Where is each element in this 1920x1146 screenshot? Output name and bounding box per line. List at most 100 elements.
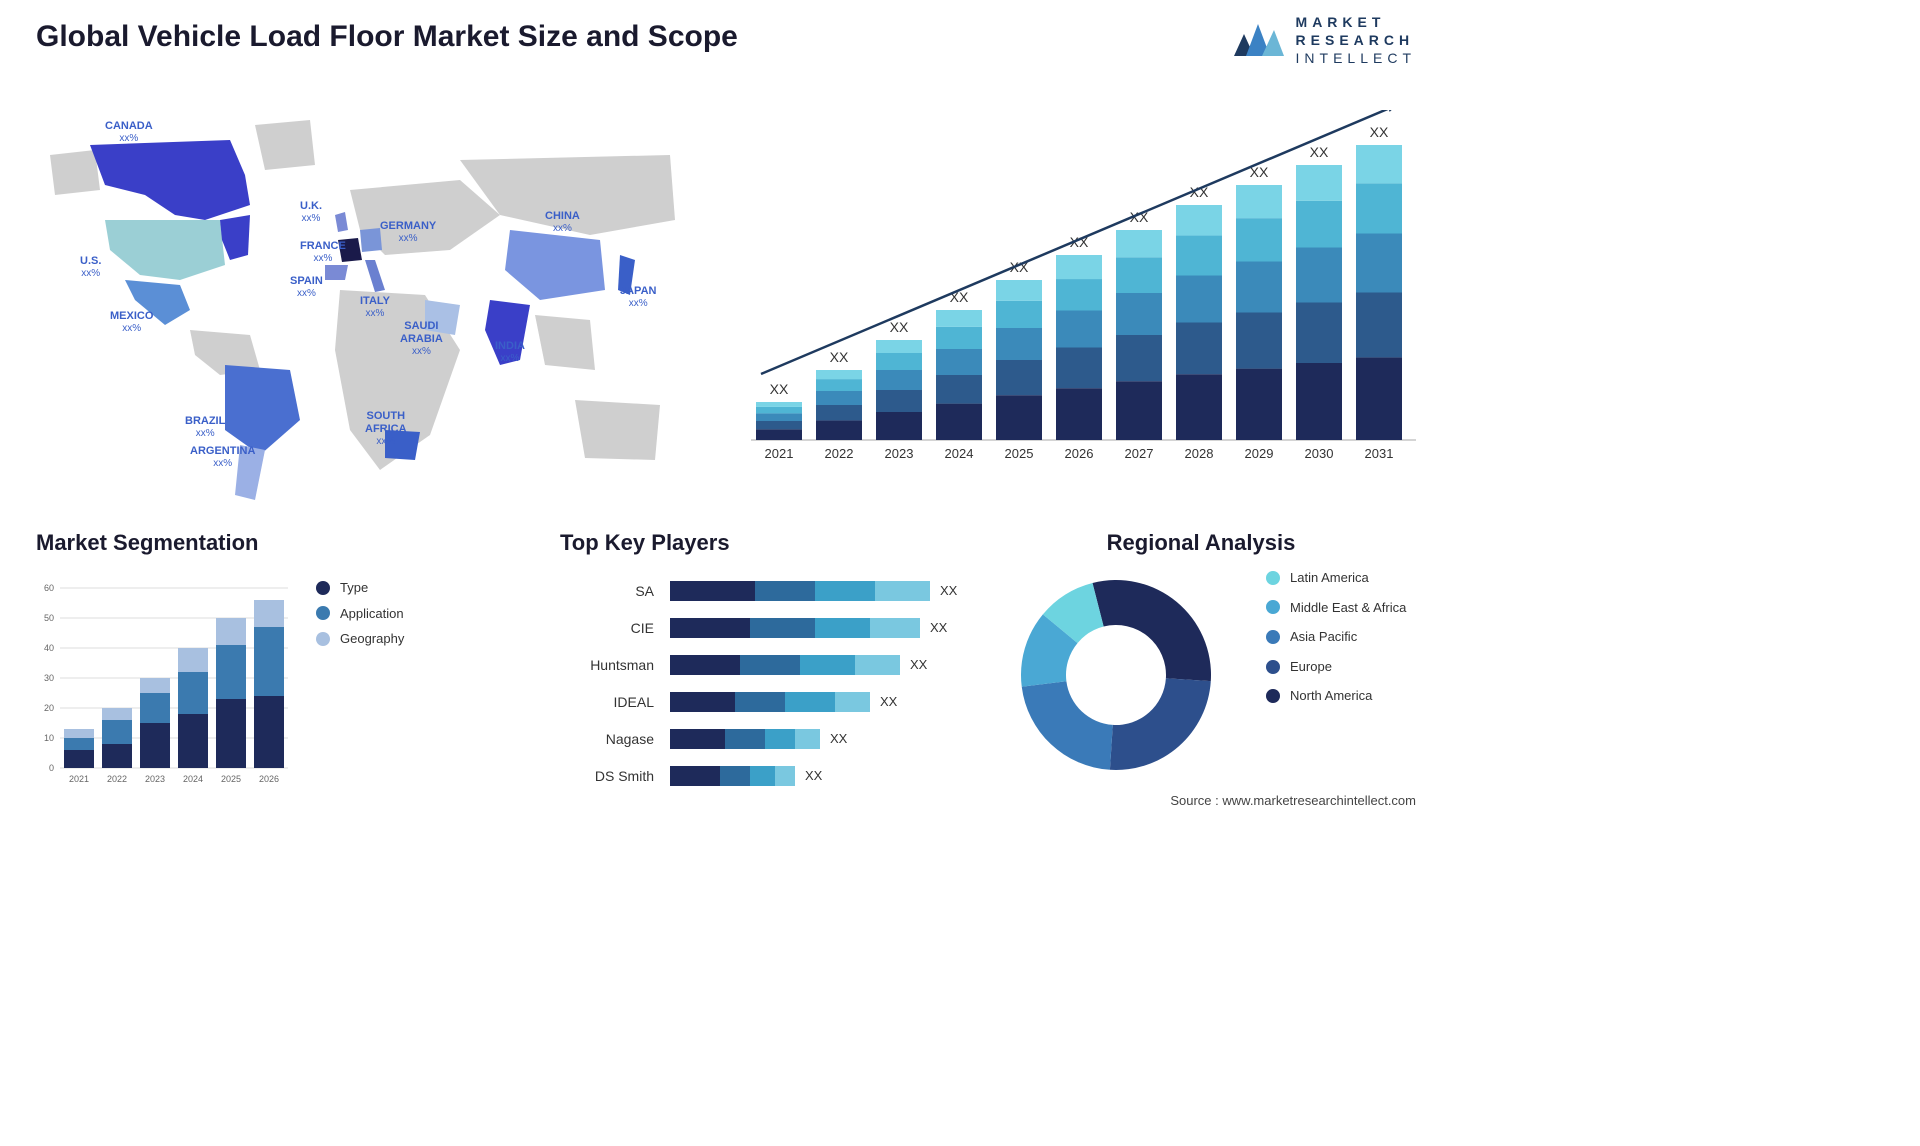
growth-bar-segment	[1236, 218, 1282, 261]
year-label: 2022	[825, 446, 854, 461]
logo-text: MARKET RESEARCH INTELLECT	[1296, 13, 1416, 68]
growth-bar-segment	[996, 301, 1042, 328]
player-row: CIE XX	[560, 611, 980, 644]
world-map: CANADAxx%U.S.xx%MEXICOxx%BRAZILxx%ARGENT…	[30, 100, 700, 510]
growth-bar-segment	[1236, 262, 1282, 313]
legend-item: Application	[316, 606, 404, 622]
seg-bar-segment	[64, 729, 94, 738]
player-bar-segment	[755, 581, 815, 601]
growth-bar-segment	[816, 391, 862, 405]
player-value: XX	[830, 731, 847, 746]
player-bar-segment	[740, 655, 800, 675]
seg-bar-segment	[216, 699, 246, 768]
map-label: U.K.xx%	[300, 200, 322, 225]
growth-bar-segment	[936, 349, 982, 375]
growth-bar-segment	[1116, 257, 1162, 293]
seg-bar-segment	[216, 618, 246, 645]
donut-slice	[1092, 580, 1211, 681]
growth-bar-segment	[816, 370, 862, 379]
year-label: 2025	[1005, 446, 1034, 461]
regional-legend: Latin AmericaMiddle East & AfricaAsia Pa…	[1266, 570, 1416, 718]
growth-bar-segment	[996, 360, 1042, 395]
svg-text:2021: 2021	[69, 774, 89, 784]
year-label: 2031	[1365, 446, 1394, 461]
svg-text:20: 20	[44, 703, 54, 713]
map-region-italy	[365, 260, 385, 292]
svg-text:0: 0	[49, 763, 54, 773]
growth-bar-segment	[1056, 279, 1102, 310]
map-region-usa	[105, 220, 225, 280]
growth-bar-chart: XX2021XX2022XX2023XX2024XX2025XX2026XX20…	[736, 110, 1416, 470]
growth-bar-segment	[1356, 183, 1402, 233]
growth-bar-segment	[876, 370, 922, 390]
player-value: XX	[930, 620, 947, 635]
growth-bar-segment	[936, 375, 982, 404]
year-label: 2029	[1245, 446, 1274, 461]
map-label: INDIAxx%	[495, 340, 525, 365]
growth-bar-segment	[1116, 230, 1162, 257]
player-name: Nagase	[560, 731, 670, 747]
growth-bar-segment	[756, 402, 802, 407]
bar-value-label: XX	[1370, 124, 1389, 140]
player-value: XX	[910, 657, 927, 672]
bar-value-label: XX	[1310, 144, 1329, 160]
seg-bar-segment	[254, 600, 284, 627]
player-name: CIE	[560, 620, 670, 636]
growth-bar-segment	[1356, 293, 1402, 358]
year-label: 2028	[1185, 446, 1214, 461]
map-region-usa-east	[220, 215, 250, 260]
seg-bar-segment	[254, 627, 284, 696]
regional-title: Regional Analysis	[986, 530, 1416, 556]
growth-bar-segment	[1296, 248, 1342, 303]
svg-text:2022: 2022	[107, 774, 127, 784]
map-region-spain	[325, 265, 348, 280]
player-name: DS Smith	[560, 768, 670, 784]
player-bar-segment	[775, 766, 795, 786]
player-bar-segment	[670, 692, 735, 712]
player-bar-segment	[835, 692, 870, 712]
player-value: XX	[880, 694, 897, 709]
growth-bar-segment	[876, 390, 922, 412]
donut-slice	[1110, 678, 1211, 770]
year-label: 2027	[1125, 446, 1154, 461]
source-text: Source : www.marketresearchintellect.com	[1170, 793, 1416, 808]
growth-bar-segment	[816, 405, 862, 420]
svg-text:30: 30	[44, 673, 54, 683]
growth-bar-segment	[1356, 145, 1402, 183]
map-label: CHINAxx%	[545, 210, 580, 235]
growth-bar-segment	[1056, 255, 1102, 279]
map-label: CANADAxx%	[105, 120, 153, 145]
growth-bar-segment	[1176, 374, 1222, 440]
svg-text:2026: 2026	[259, 774, 279, 784]
legend-item: Europe	[1266, 659, 1416, 675]
player-bar-segment	[670, 618, 750, 638]
player-bar-segment	[815, 581, 875, 601]
seg-bar-segment	[102, 708, 132, 720]
legend-item: Asia Pacific	[1266, 629, 1416, 645]
map-region-canada	[90, 140, 250, 220]
growth-bar-segment	[1236, 369, 1282, 440]
svg-text:40: 40	[44, 643, 54, 653]
player-bar-segment	[855, 655, 900, 675]
seg-bar-segment	[64, 750, 94, 768]
map-label: ARGENTINAxx%	[190, 445, 255, 470]
map-region-seasia	[535, 315, 595, 370]
growth-bar-segment	[996, 328, 1042, 360]
player-bar-segment	[795, 729, 820, 749]
map-region-germany	[360, 228, 382, 252]
player-bar-segment	[800, 655, 855, 675]
growth-bar-segment	[876, 412, 922, 440]
growth-bar-segment	[936, 327, 982, 349]
map-region-uk	[335, 212, 348, 232]
player-row: SAXX	[560, 574, 980, 607]
legend-item: Geography	[316, 631, 404, 647]
growth-bar-segment	[1356, 234, 1402, 293]
map-label: SPAINxx%	[290, 275, 323, 300]
player-name: Huntsman	[560, 657, 670, 673]
seg-bar-segment	[140, 678, 170, 693]
bar-value-label: XX	[890, 319, 909, 335]
map-region-greenland	[255, 120, 315, 170]
seg-bar-segment	[178, 714, 208, 768]
page-title: Global Vehicle Load Floor Market Size an…	[36, 20, 738, 54]
growth-bar-segment	[1236, 313, 1282, 369]
